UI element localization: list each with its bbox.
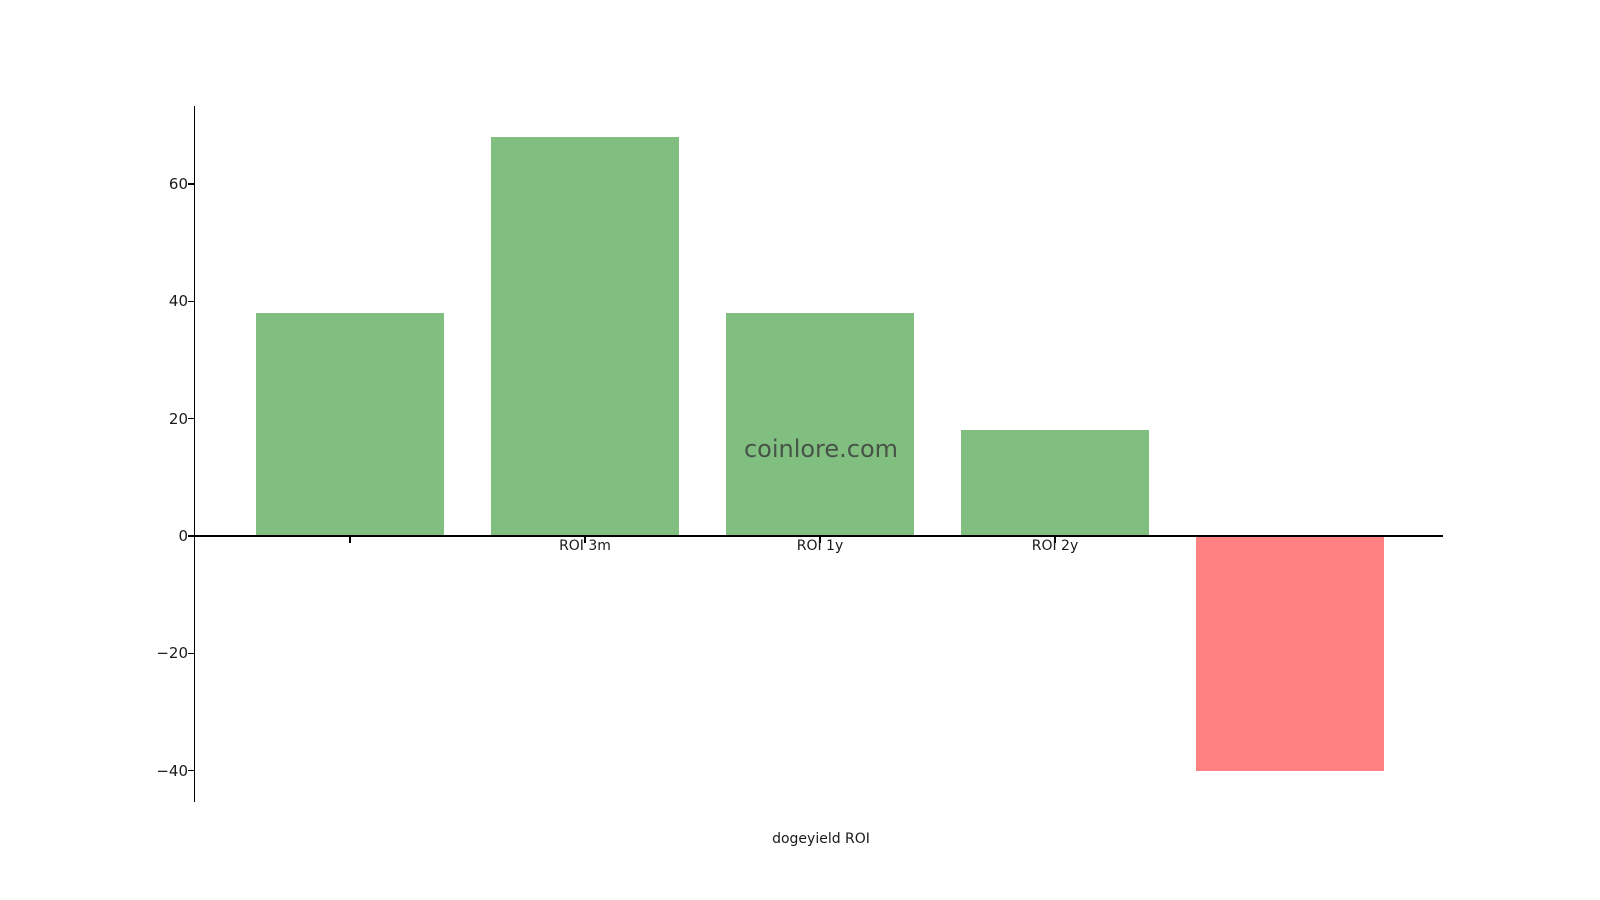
x-tick-label: ROI 3m bbox=[559, 537, 611, 554]
x-axis-line bbox=[193, 535, 1443, 537]
y-axis-spine bbox=[193, 106, 195, 802]
y-tick-mark bbox=[188, 535, 195, 537]
bar-unlabeled-0 bbox=[256, 313, 444, 536]
y-tick-label: 0 bbox=[178, 527, 188, 545]
x-tick-mark bbox=[819, 536, 821, 543]
y-tick-label: 40 bbox=[168, 292, 188, 311]
y-tick-mark bbox=[188, 652, 195, 655]
bar-unlabeled-4 bbox=[1196, 536, 1384, 771]
bar-ROI 2y bbox=[961, 430, 1149, 536]
x-tick-label: ROI 2y bbox=[1031, 537, 1079, 554]
y-tick-label: −40 bbox=[156, 761, 188, 780]
x-tick-mark bbox=[1054, 536, 1056, 543]
watermark-text: coinlore.com bbox=[743, 435, 899, 463]
x-tick-label: ROI 1y bbox=[796, 537, 844, 554]
x-tick-mark bbox=[349, 536, 351, 543]
y-tick-mark bbox=[188, 183, 195, 185]
y-tick-label: 20 bbox=[168, 409, 188, 428]
x-axis-title: dogeyield ROI bbox=[772, 831, 870, 847]
y-tick-mark bbox=[188, 417, 195, 420]
bar-ROI 3m bbox=[491, 137, 679, 536]
y-tick-label: 60 bbox=[168, 174, 188, 193]
y-tick-mark bbox=[188, 300, 195, 303]
x-tick-mark bbox=[584, 536, 586, 543]
bar-ROI 1y bbox=[726, 313, 914, 536]
y-tick-label: −20 bbox=[156, 644, 188, 663]
y-tick-mark bbox=[188, 769, 195, 772]
